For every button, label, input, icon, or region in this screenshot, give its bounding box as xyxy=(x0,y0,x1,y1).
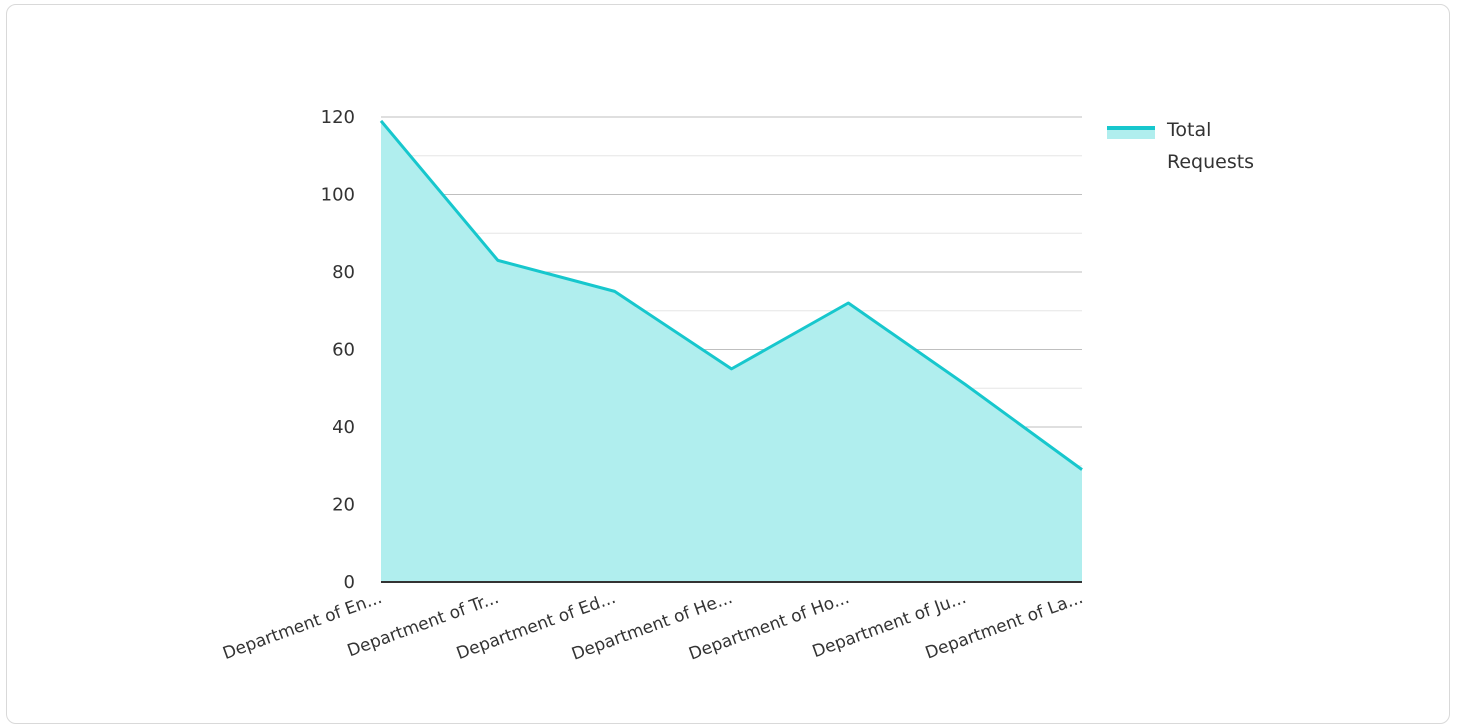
series-area-total-requests xyxy=(381,121,1082,582)
legend-label-line-2: Requests xyxy=(1167,151,1254,173)
y-tick-label: 0 xyxy=(344,572,355,593)
legend-label-line-1: Total xyxy=(1166,119,1211,141)
y-tick-label: 60 xyxy=(332,340,355,361)
y-tick-label: 80 xyxy=(332,262,355,283)
y-tick-label: 40 xyxy=(332,417,355,438)
legend-label: Total Requests xyxy=(1166,119,1254,173)
legend: Total Requests xyxy=(1107,119,1254,173)
y-tick-label: 100 xyxy=(321,185,355,206)
area-chart: 0 20 40 60 80 100 120 Department of En...Depar… xyxy=(0,0,1458,702)
y-tick-label: 20 xyxy=(332,495,355,516)
y-tick-label: 120 xyxy=(321,107,355,128)
x-axis-ticks: Department of En...Department of Tr...De… xyxy=(220,588,1086,665)
y-axis-ticks: 0 20 40 60 80 100 120 xyxy=(321,107,355,593)
